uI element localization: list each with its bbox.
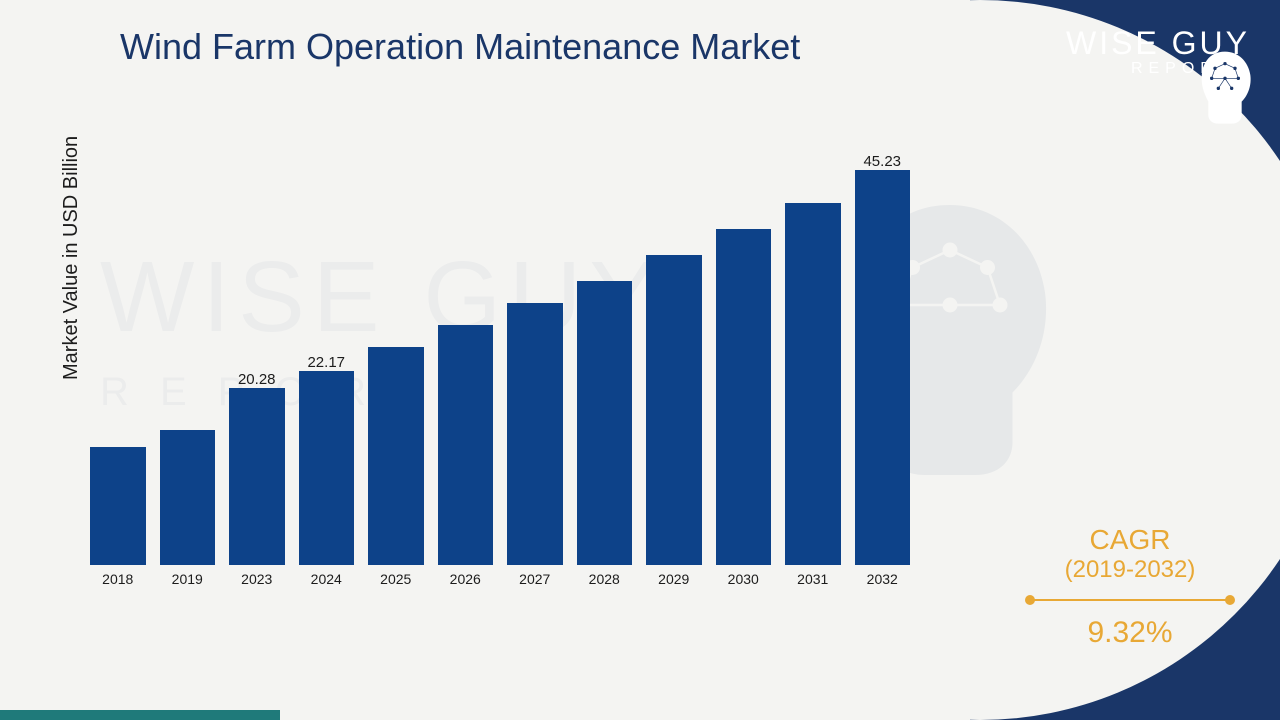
x-axis-label: 2027	[519, 571, 550, 587]
bar	[507, 303, 563, 565]
bar	[646, 255, 702, 565]
bars-container: 2018201920.28202322.17202420252026202720…	[90, 170, 910, 565]
bar-wrap: 2018	[90, 447, 146, 565]
x-axis-label: 2028	[589, 571, 620, 587]
bar-wrap: 2028	[577, 281, 633, 565]
bar-wrap: 2029	[646, 255, 702, 565]
bar-wrap: 2025	[368, 347, 424, 565]
bar	[438, 325, 494, 565]
bar	[160, 430, 216, 565]
bar	[785, 203, 841, 565]
bar	[299, 371, 355, 565]
cagr-box: CAGR (2019-2032) 9.32%	[1030, 524, 1230, 650]
x-axis-label: 2031	[797, 571, 828, 587]
y-axis-label: Market Value in USD Billion	[60, 136, 83, 380]
bar-value-label: 20.28	[238, 371, 276, 388]
bar-wrap: 2026	[438, 325, 494, 565]
x-axis-label: 2019	[172, 571, 203, 587]
bar-wrap: 2031	[785, 203, 841, 565]
x-axis-label: 2026	[450, 571, 481, 587]
bar	[368, 347, 424, 565]
bar-value-label: 45.23	[863, 153, 901, 170]
x-axis-label: 2032	[867, 571, 898, 587]
bar-chart: 2018201920.28202322.17202420252026202720…	[90, 170, 910, 590]
bar-wrap: 2019	[160, 430, 216, 565]
bar-wrap: 2030	[716, 229, 772, 565]
x-axis-label: 2024	[311, 571, 342, 587]
bar-wrap: 45.232032	[855, 170, 911, 565]
logo-head-icon	[1190, 45, 1260, 125]
bar-wrap: 2027	[507, 303, 563, 565]
logo: WISE GUY REPORTS	[1066, 25, 1250, 78]
cagr-title: CAGR	[1030, 524, 1230, 556]
chart-title: Wind Farm Operation Maintenance Market	[120, 25, 800, 68]
bar	[229, 388, 285, 565]
bar-value-label: 22.17	[307, 354, 345, 371]
bar	[716, 229, 772, 565]
x-axis-label: 2023	[241, 571, 272, 587]
cagr-value: 9.32%	[1030, 616, 1230, 650]
x-axis-label: 2029	[658, 571, 689, 587]
x-axis-label: 2025	[380, 571, 411, 587]
bar-wrap: 22.172024	[299, 371, 355, 565]
cagr-divider	[1030, 599, 1230, 601]
bar	[577, 281, 633, 565]
bar-wrap: 20.282023	[229, 388, 285, 565]
bottom-accent-bar	[0, 710, 280, 720]
chart-container: WISE GUY R E P O R T S WISE GUY REPORTS …	[0, 0, 1280, 720]
x-axis-label: 2018	[102, 571, 133, 587]
bar	[855, 170, 911, 565]
x-axis-label: 2030	[728, 571, 759, 587]
bar	[90, 447, 146, 565]
cagr-range: (2019-2032)	[1030, 556, 1230, 584]
